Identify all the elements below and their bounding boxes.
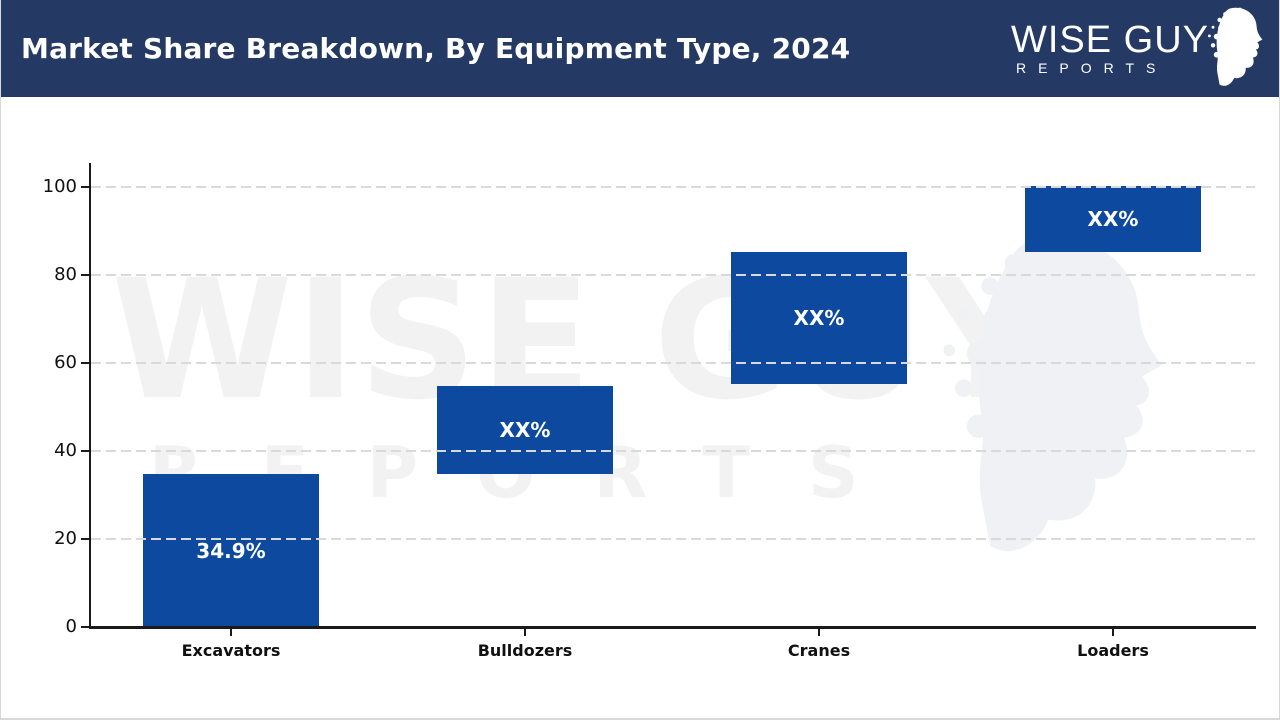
y-tick-60 [81,362,89,364]
logo-reports-text: REPORTS [1015,59,1168,76]
chart-title: Market Share Breakdown, By Equipment Typ… [21,32,851,65]
gridline-40 [91,450,1255,452]
header-bar: Market Share Breakdown, By Equipment Typ… [1,0,1279,97]
bar-value-label-excavators: 34.9% [196,538,266,563]
bar-bulldozers [437,386,613,474]
x-tick-excavators [230,628,232,636]
x-tick-label-cranes: Cranes [787,641,851,660]
bar-value-label-cranes: XX% [793,306,845,330]
x-tick-loaders [1112,628,1114,636]
x-tick-label-loaders: Loaders [1077,641,1149,660]
y-tick-label-40: 40 [54,440,77,461]
gridline-20 [91,538,1255,540]
x-tick-bulldozers [524,628,526,636]
bar-loaders [1025,186,1201,252]
y-tick-label-0: 0 [65,616,77,637]
wiseguy-head-watermark-icon [943,236,1163,552]
y-tick-20 [81,538,89,540]
gridline-80 [91,274,1255,276]
bar-excavators [143,474,319,627]
y-tick-label-20: 20 [54,528,77,549]
logo-brand-text: WISE GUY [1010,18,1209,61]
x-tick-cranes [818,628,820,636]
y-tick-80 [81,274,89,276]
wiseguy-head-logo-icon [1207,7,1263,86]
y-tick-0 [81,626,89,628]
gridline-100 [91,186,1255,188]
wiseguy-logo: WISE GUY REPORTS [1011,4,1269,91]
bar-value-label-bulldozers: XX% [499,418,551,442]
bar-value-label-loaders: XX% [1087,207,1139,231]
x-tick-label-excavators: Excavators [181,641,281,660]
y-tick-100 [81,186,89,188]
y-axis-spine [89,163,91,628]
y-tick-label-80: 80 [54,264,77,285]
x-axis-spine [89,626,1256,629]
x-tick-label-bulldozers: Bulldozers [477,641,573,660]
y-tick-label-100: 100 [42,176,77,197]
y-tick-label-60: 60 [54,352,77,373]
y-tick-40 [81,450,89,452]
gridline-60 [91,362,1255,364]
